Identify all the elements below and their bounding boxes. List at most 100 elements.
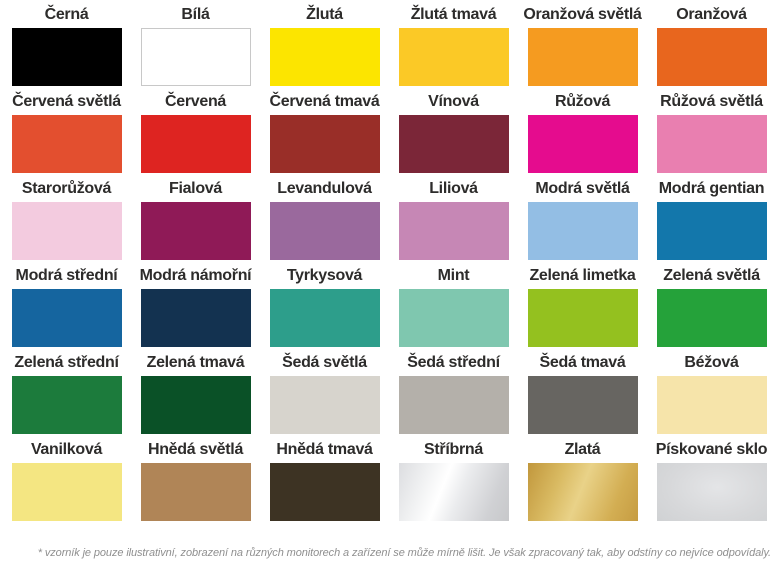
color-swatch-cell: Stříbrná xyxy=(389,439,518,526)
color-swatch xyxy=(527,289,638,347)
color-swatch xyxy=(398,115,509,173)
color-name: Šedá střední xyxy=(407,354,500,371)
color-swatch xyxy=(11,28,122,86)
color-swatch-cell: Červená tmavá xyxy=(260,91,389,178)
color-swatch-cell: Mint xyxy=(389,265,518,352)
color-swatch xyxy=(656,463,767,521)
color-swatch xyxy=(11,463,122,521)
color-name: Hnědá světlá xyxy=(147,441,244,458)
color-swatch xyxy=(11,115,122,173)
color-swatch-cell: Liliová xyxy=(389,178,518,265)
color-name: Žlutá tmavá xyxy=(410,6,497,23)
color-swatch xyxy=(140,376,251,434)
color-swatch xyxy=(656,28,767,86)
color-swatch-cell: Šedá střední xyxy=(389,352,518,439)
color-swatch-cell: Zelená tmavá xyxy=(131,352,260,439)
color-swatch-cell: Modrá střední xyxy=(2,265,131,352)
color-swatch xyxy=(140,28,251,86)
color-swatch xyxy=(527,376,638,434)
color-swatch xyxy=(269,28,380,86)
color-swatch-cell: Zelená světlá xyxy=(647,265,775,352)
color-name: Fialová xyxy=(168,180,223,197)
color-swatch xyxy=(527,463,638,521)
color-swatch xyxy=(656,115,767,173)
color-name: Pískované sklo xyxy=(655,441,768,458)
color-name: Oranžová světlá xyxy=(523,6,642,23)
color-name: Červená tmavá xyxy=(269,93,380,110)
color-name: Černá xyxy=(44,6,89,23)
color-swatch xyxy=(269,376,380,434)
color-name: Zlatá xyxy=(564,441,601,458)
color-swatch xyxy=(398,376,509,434)
color-name: Zelená střední xyxy=(14,354,119,371)
color-swatch xyxy=(140,115,251,173)
color-swatch xyxy=(656,289,767,347)
color-swatch-cell: Zelená střední xyxy=(2,352,131,439)
color-swatch xyxy=(269,289,380,347)
color-name: Zelená tmavá xyxy=(146,354,245,371)
color-name: Stříbrná xyxy=(424,441,483,458)
color-name: Béžová xyxy=(684,354,739,371)
color-name: Mint xyxy=(437,267,470,284)
color-name: Zelená světlá xyxy=(663,267,760,284)
color-name: Modrá námořní xyxy=(139,267,252,284)
color-swatch xyxy=(398,28,509,86)
disclaimer-note: * vzorník je pouze ilustrativní, zobraze… xyxy=(37,547,771,559)
color-swatch-cell: Modrá námořní xyxy=(131,265,260,352)
color-swatch xyxy=(140,289,251,347)
color-name: Modrá světlá xyxy=(535,180,630,197)
color-swatch-cell: Hnědá tmavá xyxy=(260,439,389,526)
color-swatch-cell: Zelená limetka xyxy=(518,265,647,352)
color-swatch xyxy=(398,463,509,521)
color-swatch-cell: Šedá světlá xyxy=(260,352,389,439)
color-swatch xyxy=(527,28,638,86)
color-swatch-cell: Tyrkysová xyxy=(260,265,389,352)
color-swatch xyxy=(269,115,380,173)
color-swatch-cell: Červená xyxy=(131,91,260,178)
color-name: Oranžová xyxy=(676,6,747,23)
color-name: Růžová světlá xyxy=(660,93,763,110)
color-name: Žlutá xyxy=(306,6,343,23)
color-swatch-cell: Levandulová xyxy=(260,178,389,265)
color-swatch-cell: Oranžová xyxy=(647,4,775,91)
color-name: Bílá xyxy=(181,6,210,23)
color-name: Šedá tmavá xyxy=(539,354,626,371)
color-swatch-cell: Šedá tmavá xyxy=(518,352,647,439)
color-swatch-cell: Oranžová světlá xyxy=(518,4,647,91)
color-swatch-cell: Černá xyxy=(2,4,131,91)
color-grid: Černá Bílá Žlutá Žlutá tmavá Oranžová sv… xyxy=(2,4,775,526)
color-name: Starorůžová xyxy=(21,180,112,197)
color-swatch xyxy=(398,202,509,260)
color-swatch-cell: Vanilková xyxy=(2,439,131,526)
color-swatch-cell: Bílá xyxy=(131,4,260,91)
color-name: Červená světlá xyxy=(12,93,121,110)
color-swatch-cell: Starorůžová xyxy=(2,178,131,265)
color-swatch-cell: Vínová xyxy=(389,91,518,178)
color-name: Modrá gentian xyxy=(658,180,765,197)
color-swatch-cell: Žlutá tmavá xyxy=(389,4,518,91)
color-swatch-cell: Růžová xyxy=(518,91,647,178)
color-name: Levandulová xyxy=(277,180,372,197)
color-swatch xyxy=(11,376,122,434)
color-swatch xyxy=(140,463,251,521)
color-swatch xyxy=(398,289,509,347)
color-swatch xyxy=(11,202,122,260)
color-swatch-cell: Hnědá světlá xyxy=(131,439,260,526)
color-swatch xyxy=(656,376,767,434)
color-swatch xyxy=(11,289,122,347)
color-name: Vínová xyxy=(428,93,479,110)
color-swatch xyxy=(269,463,380,521)
color-swatch xyxy=(527,115,638,173)
color-swatch xyxy=(140,202,251,260)
color-swatch-cell: Růžová světlá xyxy=(647,91,775,178)
color-swatch xyxy=(269,202,380,260)
color-swatch xyxy=(527,202,638,260)
color-swatch-cell: Béžová xyxy=(647,352,775,439)
color-name: Růžová xyxy=(554,93,611,110)
color-name: Hnědá tmavá xyxy=(276,441,373,458)
color-swatch-cell: Zlatá xyxy=(518,439,647,526)
color-name: Červená xyxy=(164,93,227,110)
color-swatch-cell: Modrá světlá xyxy=(518,178,647,265)
color-name: Tyrkysová xyxy=(286,267,363,284)
